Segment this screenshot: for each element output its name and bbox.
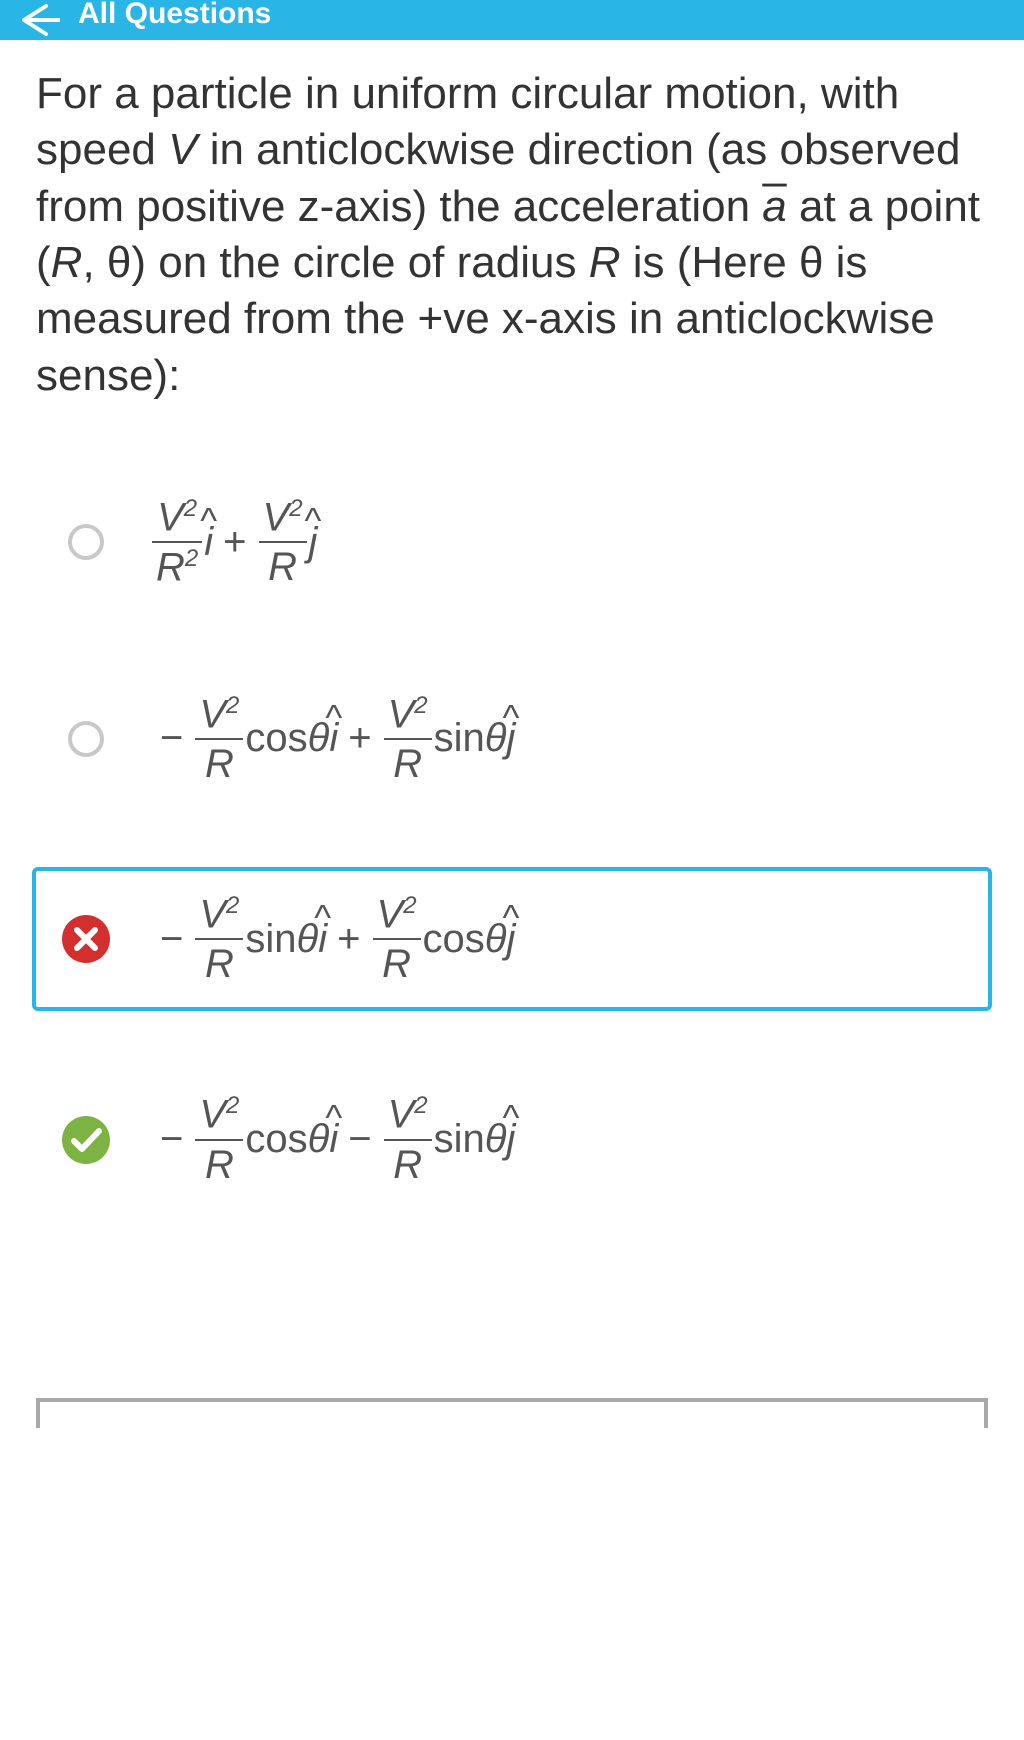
wrong-icon [60,913,112,965]
header-bar: All Questions [0,0,1024,40]
option-3[interactable]: − V2R sinθi + V2R cosθj [32,867,992,1011]
options-list: V2R2 i + V2R j − V2R cosθi + V2R sinθj − [0,414,1024,1288]
option-4-formula: − V2R cosθi − V2R sinθj [150,1093,515,1185]
option-2-formula: − V2R cosθi + V2R sinθj [150,693,515,785]
option-3-formula: − V2R sinθi + V2R cosθj [150,893,515,985]
correct-icon [60,1114,112,1166]
option-4[interactable]: − V2R cosθi − V2R sinθj [36,1071,988,1207]
header-title[interactable]: All Questions [78,0,271,31]
option-1[interactable]: V2R2 i + V2R j [36,474,988,611]
footer-divider [36,1398,988,1428]
question-text: For a particle in uniform circular motio… [0,40,1024,414]
option-1-formula: V2R2 i + V2R j [150,496,317,589]
radio-unselected-icon [60,516,112,568]
back-arrow-icon[interactable] [12,0,64,40]
radio-unselected-icon [60,713,112,765]
option-2[interactable]: − V2R cosθi + V2R sinθj [36,671,988,807]
